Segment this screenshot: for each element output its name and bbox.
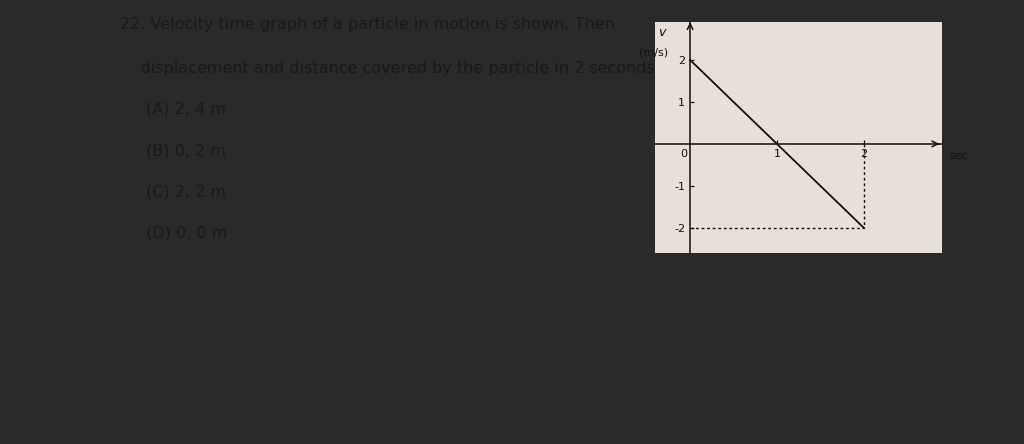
Text: (D) 0, 0 m: (D) 0, 0 m <box>146 226 227 241</box>
Text: sec: sec <box>949 151 968 161</box>
Text: 0: 0 <box>681 149 687 159</box>
Text: (B) 0, 2 m: (B) 0, 2 m <box>146 143 226 158</box>
Text: (C) 2, 2 m: (C) 2, 2 m <box>146 184 226 199</box>
Text: 22. Velocity time graph of a particle in motion is shown. Then: 22. Velocity time graph of a particle in… <box>120 16 614 32</box>
Text: (m/s): (m/s) <box>639 48 669 57</box>
Text: v: v <box>658 26 666 39</box>
Text: (A) 2, 4 m: (A) 2, 4 m <box>146 102 226 117</box>
Text: displacement and distance covered by the particle in 2 seconds: displacement and distance covered by the… <box>120 60 654 75</box>
